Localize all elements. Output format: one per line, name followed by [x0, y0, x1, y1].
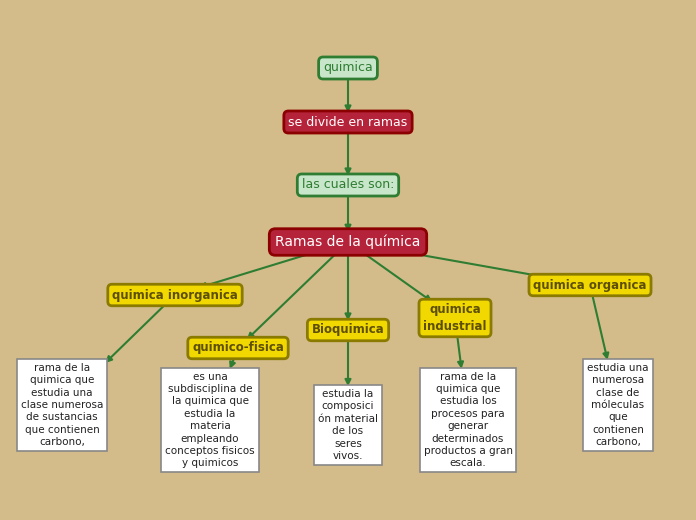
Text: estudia una
numerosa
clase de
móleculas
que
contienen
carbono,: estudia una numerosa clase de móleculas … — [587, 363, 649, 447]
Text: estudia la
composici
ón material
de los
seres
vivos.: estudia la composici ón material de los … — [318, 389, 378, 461]
Text: quimica
industrial: quimica industrial — [423, 304, 487, 332]
Text: es una
subdisciplina de
la quimica que
estudia la
materia
empleando
conceptos fi: es una subdisciplina de la quimica que e… — [165, 372, 255, 469]
Text: las cuales son:: las cuales son: — [302, 178, 394, 191]
Text: rama de la
quimica que
estudia una
clase numerosa
de sustancias
que contienen
ca: rama de la quimica que estudia una clase… — [21, 363, 103, 447]
Text: quimica inorganica: quimica inorganica — [112, 289, 238, 302]
Text: quimico-fisica: quimico-fisica — [192, 342, 284, 355]
Text: Bioquimica: Bioquimica — [312, 323, 384, 336]
Text: Ramas de la química: Ramas de la química — [276, 235, 420, 249]
Text: rama de la
quimica que
estudia los
procesos para
generar
determinados
productos : rama de la quimica que estudia los proce… — [423, 372, 512, 469]
Text: se divide en ramas: se divide en ramas — [288, 115, 408, 128]
Text: quimica organica: quimica organica — [533, 279, 647, 292]
Text: quimica: quimica — [323, 61, 373, 74]
